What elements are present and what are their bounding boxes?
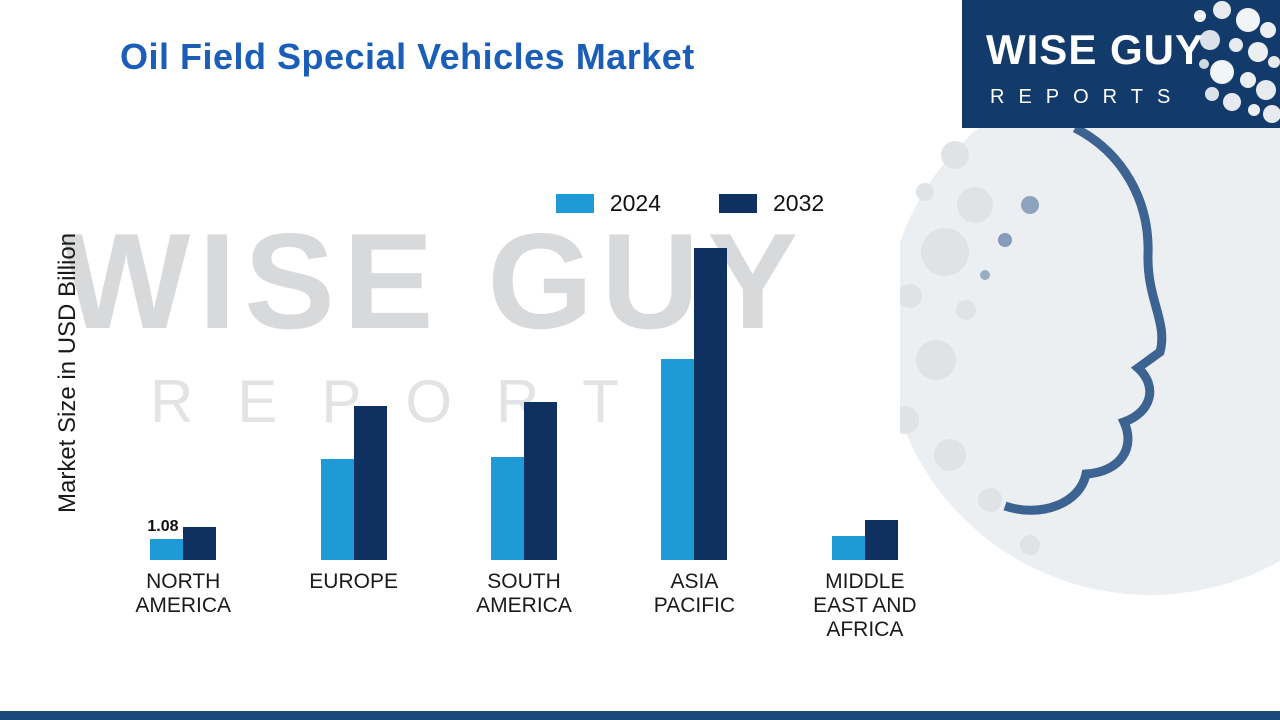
legend-label-2032: 2032 <box>773 190 825 216</box>
category-label-0: NORTH AMERICA <box>135 570 232 618</box>
plot-area: 1.08 NORTH AMERICA EUROPE SOUTH AMERICA ASIA… <box>98 218 950 641</box>
bar-group-4: MIDDLE EAST AND AFRICA <box>780 218 950 641</box>
face-profile-decoration <box>900 65 1280 595</box>
legend-swatch-2032 <box>719 194 757 213</box>
bars-1 <box>320 218 387 560</box>
logo-reports: REPORTS <box>990 86 1185 108</box>
bar-2024-0: 1.08 <box>147 518 184 560</box>
y-axis-label: Market Size in USD Billion <box>54 232 81 513</box>
logo-dots-icon <box>1194 1 1280 123</box>
bars-3 <box>661 218 728 560</box>
category-label-2: SOUTH AMERICA <box>476 570 572 618</box>
category-label-1: EUROPE <box>309 570 398 593</box>
legend-label-2024: 2024 <box>609 190 661 216</box>
bar-2032-3 <box>694 248 728 560</box>
chart-legend: 2024 2032 <box>470 190 910 217</box>
category-label-4: MIDDLE EAST AND AFRICA <box>813 570 917 642</box>
bars-0: 1.08 <box>147 218 217 560</box>
bar-2032-0 <box>183 526 217 560</box>
bars-2 <box>491 218 558 560</box>
bar-2032-4 <box>864 520 898 560</box>
bar-group-1: EUROPE <box>268 218 438 593</box>
bar-2024-3 <box>661 358 695 560</box>
logo: WISE GUY REPORTS <box>962 0 1280 128</box>
bar-group-3: ASIA PACIFIC <box>609 218 779 617</box>
legend-item-2024: 2024 <box>555 190 661 217</box>
bar-2032-1 <box>353 406 387 560</box>
bars-4 <box>831 218 898 560</box>
page-title: Oil Field Special Vehicles Market <box>120 36 695 77</box>
footer-bar <box>0 711 1280 720</box>
legend-swatch-2024 <box>555 194 594 213</box>
legend-item-2032: 2032 <box>719 190 824 217</box>
bar-2024-1 <box>320 459 354 560</box>
category-label-3: ASIA PACIFIC <box>653 570 736 618</box>
bar-value-label: 1.08 <box>147 518 179 536</box>
logo-wise-guy: WISE GUY <box>986 26 1205 73</box>
bar-2032-2 <box>524 402 558 560</box>
bar-group-2: SOUTH AMERICA <box>439 218 609 617</box>
bar-2024-2 <box>491 457 525 560</box>
bar-group-0: 1.08 NORTH AMERICA <box>98 218 268 617</box>
bar-2024-4 <box>831 536 865 560</box>
